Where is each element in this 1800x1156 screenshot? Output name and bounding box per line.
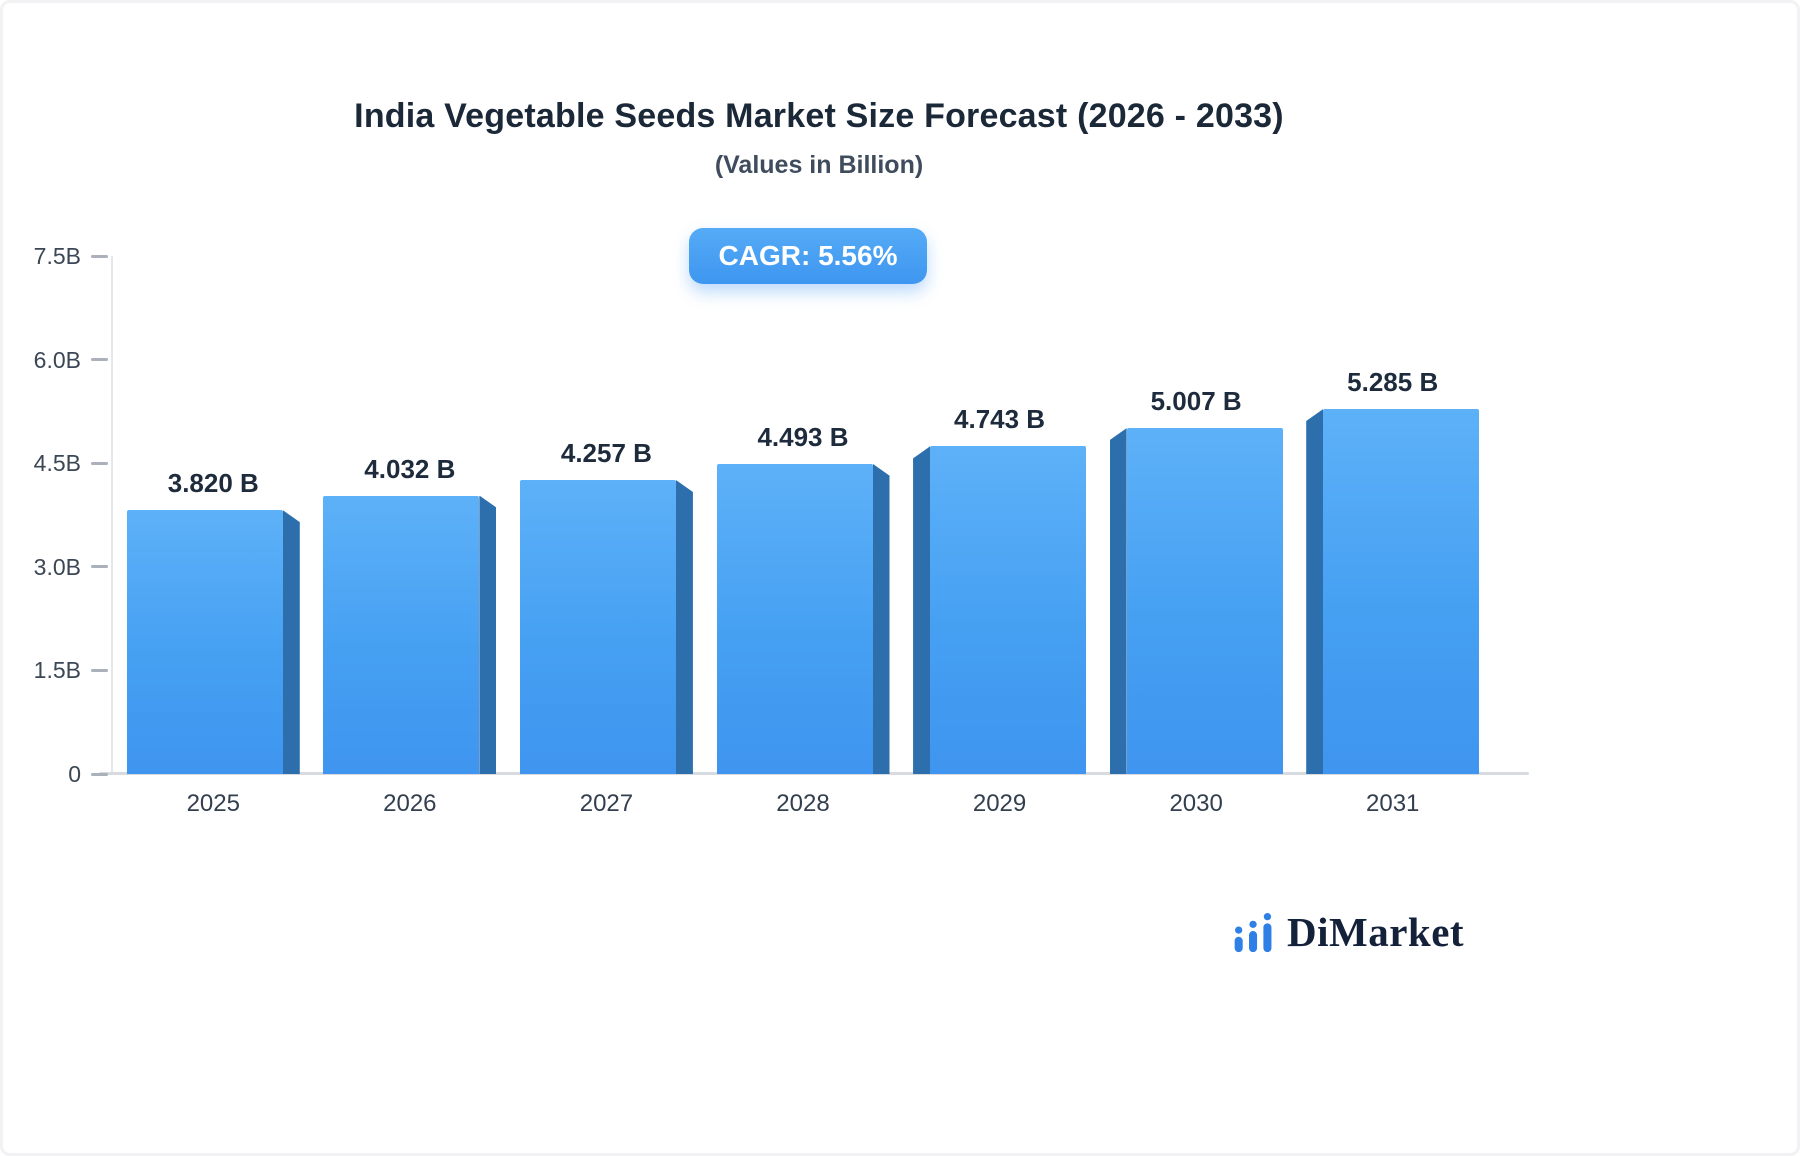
bar-value-label: 4.257 B: [560, 437, 652, 468]
bar-value-label: 3.820 B: [167, 468, 259, 499]
bar: [1323, 408, 1480, 774]
bar-3d-side: [872, 463, 890, 774]
cagr-badge-label: CAGR: 5.56%: [718, 240, 898, 271]
y-tick-mark: [91, 772, 108, 776]
y-axis-line: [111, 256, 113, 774]
bar-3d-side: [1306, 408, 1324, 774]
x-axis-label: 2026: [383, 790, 437, 817]
bar: [716, 463, 873, 774]
chart-subtitle: (Values in Billion): [714, 151, 924, 179]
x-axis-label: 2029: [972, 790, 1027, 817]
x-axis-label: 2030: [1169, 790, 1223, 817]
bar-value-label: 4.743 B: [954, 404, 1046, 435]
y-tick-label: 0: [68, 761, 81, 787]
cagr-badge: CAGR: 5.56%: [689, 228, 927, 284]
y-tick-mark: [91, 565, 108, 569]
y-tick-mark: [91, 668, 108, 672]
y-tick-label: 4.5B: [33, 450, 81, 477]
bar-value-label: 5.007 B: [1150, 386, 1242, 417]
bar: [126, 510, 283, 774]
y-tick-label: 6.0B: [33, 346, 81, 373]
chart-title: India Vegetable Seeds Market Size Foreca…: [354, 97, 1284, 135]
bar: [1126, 428, 1283, 774]
y-tick-label: 3.0B: [33, 553, 81, 580]
bar-3d-side: [479, 495, 497, 774]
dimarket-logo: DiMarket: [1231, 908, 1464, 956]
bar-3d-side: [913, 446, 931, 774]
bar-3d-side: [282, 510, 300, 774]
y-tick-mark: [91, 461, 108, 465]
y-tick-mark: [91, 254, 108, 258]
y-tick-label: 7.5B: [33, 243, 81, 269]
bar-3d-side: [675, 479, 693, 774]
bar-value-label: 5.285 B: [1347, 366, 1439, 397]
y-tick-label: 1.5B: [33, 657, 81, 684]
bar-value-label: 4.493 B: [757, 421, 849, 452]
x-axis-label: 2031: [1366, 790, 1420, 817]
bar-chart-logo-icon: [1234, 913, 1272, 953]
bar-3d-side: [1109, 428, 1127, 774]
bar: [519, 479, 676, 774]
x-axis-label: 2027: [579, 790, 634, 817]
logo-wordmark: DiMarket: [1287, 909, 1465, 955]
bar: [930, 446, 1087, 774]
x-axis-label: 2028: [776, 790, 830, 817]
x-axis-label: 2025: [186, 790, 240, 817]
bar-value-label: 4.032 B: [364, 453, 456, 484]
bar: [323, 495, 480, 774]
y-tick-mark: [91, 358, 108, 362]
